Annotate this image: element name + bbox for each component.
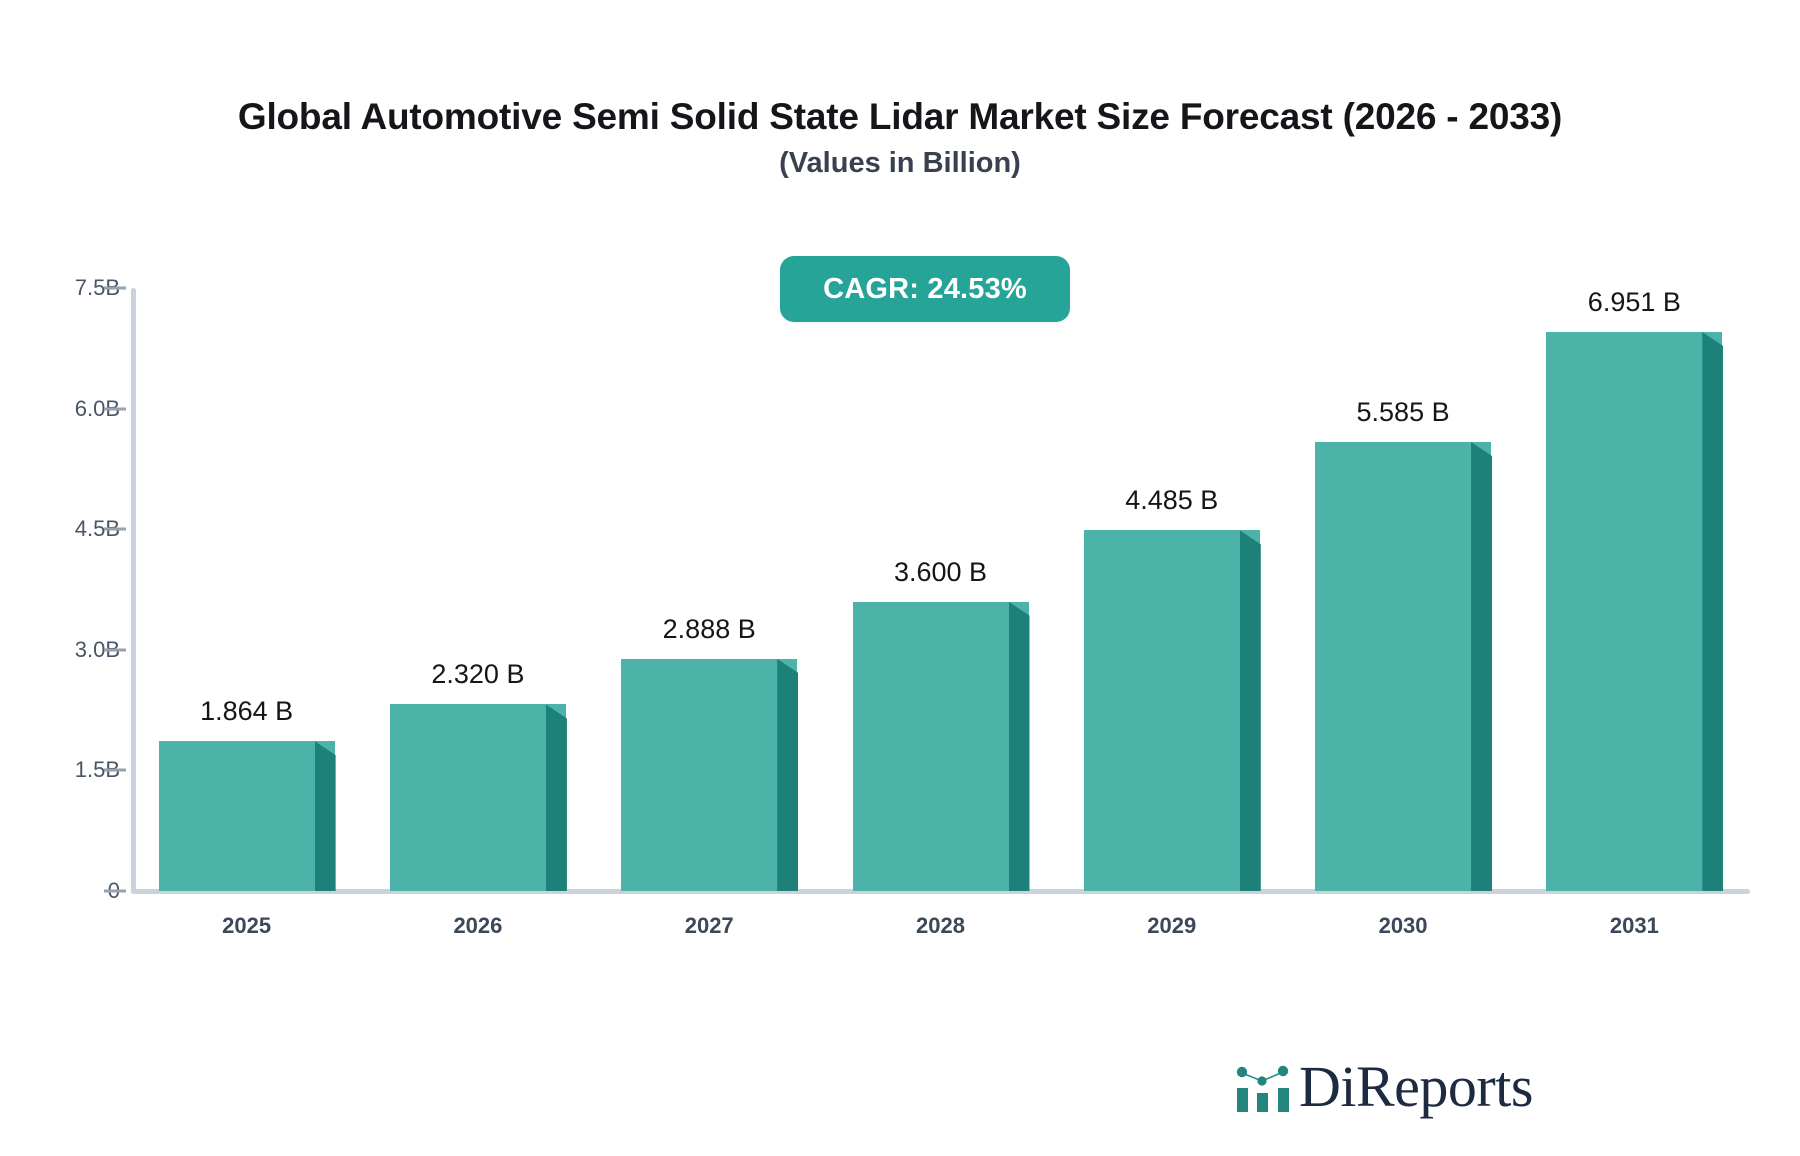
- bar-front-face: [621, 658, 798, 891]
- cagr-badge-label: CAGR: 24.53%: [823, 272, 1027, 305]
- bar-column: 2.320 B: [389, 288, 567, 891]
- bar-value-label: 3.600 B: [893, 556, 988, 587]
- bar-value-label: 5.585 B: [1356, 396, 1450, 427]
- x-axis-tick-label: 2028: [916, 913, 965, 938]
- bar-shape: [1315, 288, 1493, 891]
- bar-shape: [852, 288, 1030, 891]
- bar-side-face: [545, 704, 567, 891]
- y-axis-tick-mark: [104, 648, 126, 652]
- y-axis-tick-label: 7.5B: [74, 275, 120, 300]
- x-axis-tick-label: 2027: [684, 913, 734, 938]
- bar-value-label: 2.888 B: [662, 613, 756, 644]
- cagr-badge: CAGR: 24.53%: [780, 256, 1070, 322]
- bar-column: 3.600 B: [852, 288, 1030, 891]
- x-axis-tick-label: 2029: [1147, 913, 1197, 938]
- bar-column: 1.864 B: [158, 288, 336, 891]
- bar-column: 2.888 B: [621, 288, 799, 891]
- bar-chart-logo-icon: [1233, 1062, 1293, 1114]
- y-axis-tick-label: 0: [0, 878, 120, 904]
- bar-column: 5.585 B: [1315, 288, 1493, 891]
- bar-shape: [158, 288, 336, 891]
- bar-column: 6.951 B: [1546, 287, 1724, 891]
- bar-column: 4.485 B: [1083, 288, 1261, 891]
- bar-front-face: [1083, 530, 1260, 891]
- bar-value-label: 2.320 B: [431, 659, 525, 690]
- direports-logo: DiReports: [1233, 1042, 1533, 1119]
- bar-front-face: [1315, 441, 1492, 891]
- page-title: Global Automotive Semi Solid State Lidar…: [237, 96, 1563, 137]
- bar-shape: [1546, 288, 1724, 891]
- y-axis-tick-mark: [104, 407, 126, 411]
- bar-side-face: [1471, 441, 1493, 891]
- bar-value-label: 6.951 B: [1587, 287, 1681, 318]
- bar-side-face: [314, 741, 336, 891]
- y-axis-tick-label: 6.0B: [74, 395, 120, 421]
- bar-value-label: 1.864 B: [200, 696, 294, 727]
- bar-side-face: [777, 658, 799, 891]
- y-axis-tick-label: 1.5B: [74, 757, 120, 783]
- y-axis-tick-mark: [104, 889, 126, 893]
- bar-front-face: [852, 601, 1029, 891]
- y-axis-tick-label: 3.0B: [74, 636, 120, 662]
- x-axis-tick-label: 2026: [453, 913, 503, 938]
- y-axis-tick-mark: [104, 527, 126, 531]
- logo-text: DiReports: [1299, 1053, 1533, 1119]
- bar-front-face: [1546, 332, 1723, 891]
- y-axis-tick-mark: [104, 768, 126, 772]
- bar-front-face: [158, 741, 335, 891]
- bar-shape: [1083, 288, 1261, 891]
- x-axis-tick-label: 2025: [222, 913, 272, 938]
- bar-value-label: 4.485 B: [1125, 485, 1219, 516]
- bar-series: 1.864 B 2.320 B 2.888 B 3.600 B 4.485 B 5.585…: [131, 287, 1750, 891]
- bar-shape: [621, 288, 799, 891]
- bar-side-face: [1702, 332, 1724, 891]
- bar-shape: [389, 288, 567, 891]
- bar-front-face: [389, 704, 566, 891]
- x-axis-tick-label: 2031: [1609, 913, 1659, 938]
- x-axis-line: [131, 889, 1750, 894]
- y-axis-line: [131, 288, 136, 894]
- x-axis-tick-label: 2030: [1378, 913, 1428, 938]
- chart-subtitle: (Values in Billion): [779, 147, 1021, 179]
- bar-side-face: [1239, 530, 1261, 891]
- y-axis-tick-label: 4.5B: [74, 516, 120, 542]
- bar-side-face: [1008, 601, 1030, 891]
- y-axis-tick-mark: [104, 286, 126, 290]
